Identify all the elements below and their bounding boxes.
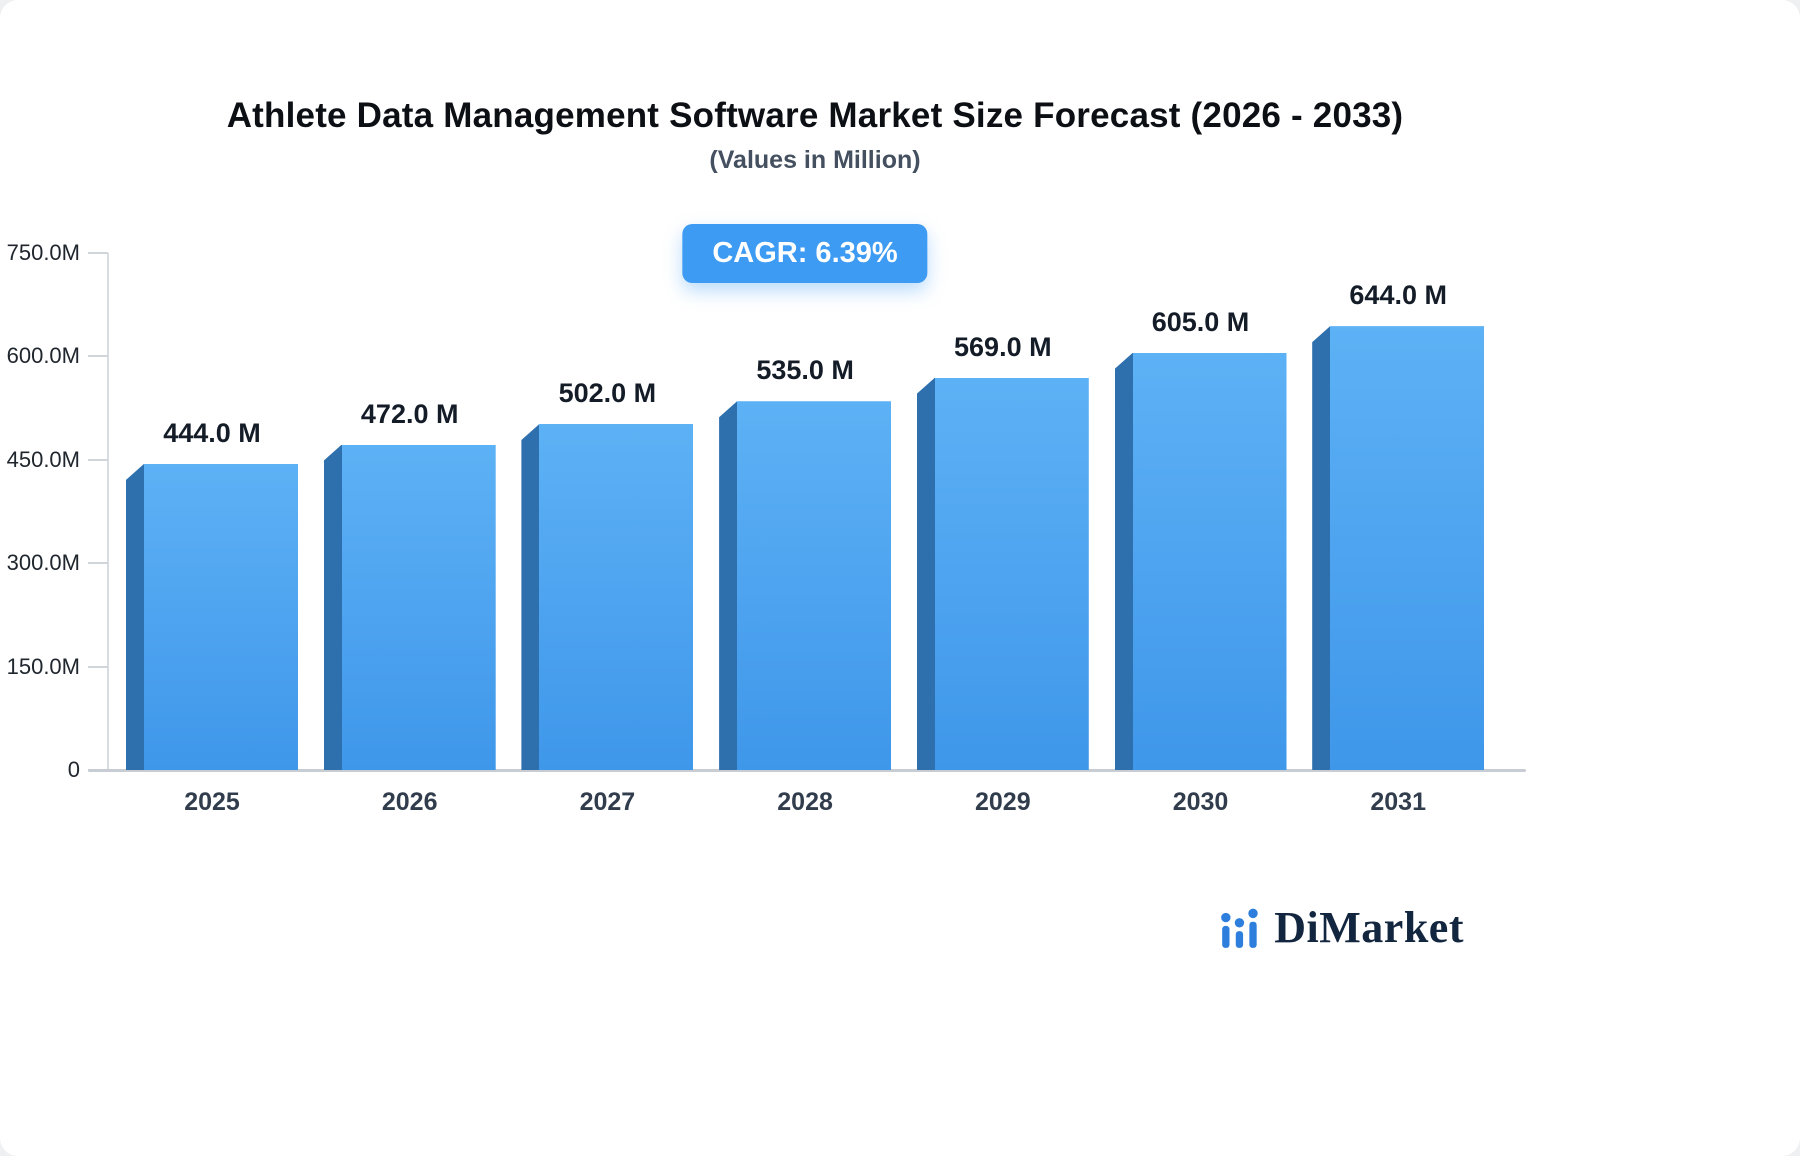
y-axis-tick-label: 750.0M — [6, 240, 80, 265]
y-axis-tick-mark — [88, 562, 108, 565]
bar-front-face — [1132, 352, 1287, 770]
bar-2025 — [126, 463, 298, 770]
bar-value-label: 605.0 M — [1151, 306, 1250, 337]
y-axis-tick-label: 600.0M — [6, 343, 80, 369]
bar-side-face — [719, 401, 738, 770]
y-axis-tick-label: 300.0M — [6, 550, 80, 576]
y-axis-tick-mark — [88, 665, 108, 668]
bar-side-face — [323, 444, 342, 770]
brand-name: DiMarket — [1274, 903, 1464, 952]
bar-2031 — [1312, 326, 1485, 770]
chart-title: Athlete Data Management Software Market … — [226, 96, 1404, 135]
bar-front-face — [144, 463, 298, 770]
bar-2029 — [916, 377, 1089, 770]
x-axis-label: 2029 — [974, 788, 1031, 816]
bar-front-face — [1330, 326, 1485, 770]
bar-front-face — [737, 401, 892, 770]
bar-value-label: 472.0 M — [360, 398, 459, 429]
y-axis-line — [107, 253, 109, 770]
bar-side-face — [1114, 352, 1133, 770]
x-axis-line — [88, 769, 1526, 772]
bar-2027 — [521, 423, 694, 770]
bar-front-face — [341, 444, 496, 770]
bar-value-label: 535.0 M — [756, 355, 854, 386]
x-axis-label: 2030 — [1172, 788, 1229, 816]
y-axis-tick-mark — [88, 458, 108, 461]
cagr-badge: CAGR: 6.39% — [682, 224, 928, 283]
bar-chart-icon — [1221, 908, 1259, 948]
bar-side-face — [521, 423, 540, 770]
bar-front-face — [539, 423, 694, 770]
bar-2030 — [1114, 352, 1287, 770]
bar-2028 — [719, 401, 892, 770]
bar-side-face — [916, 377, 935, 770]
x-axis-label: 2028 — [777, 788, 833, 816]
bar-value-label: 644.0 M — [1349, 280, 1447, 311]
x-axis-label: 2026 — [381, 788, 438, 816]
y-axis-tick-mark — [88, 355, 108, 358]
bar-side-face — [126, 463, 144, 770]
bar-value-label: 502.0 M — [558, 377, 657, 408]
chart-header: Athlete Data Management Software Market … — [0, 0, 1630, 175]
bar-value-label: 444.0 M — [163, 417, 261, 448]
bar-value-label: 569.0 M — [954, 331, 1052, 362]
y-axis-tick-mark — [88, 252, 108, 254]
y-axis-tick-label: 0 — [67, 757, 80, 782]
x-axis-label: 2031 — [1370, 788, 1426, 816]
brand-logo: DiMarket — [1218, 902, 1464, 953]
bar-2026 — [323, 444, 496, 770]
y-axis-tick-label: 450.0M — [6, 446, 80, 472]
bar-front-face — [934, 377, 1089, 770]
bar-side-face — [1312, 326, 1331, 770]
x-axis-label: 2025 — [184, 788, 240, 816]
x-axis-label: 2027 — [579, 788, 636, 816]
y-axis-tick-label: 150.0M — [6, 653, 80, 679]
chart-subtitle: (Values in Million) — [709, 146, 921, 174]
